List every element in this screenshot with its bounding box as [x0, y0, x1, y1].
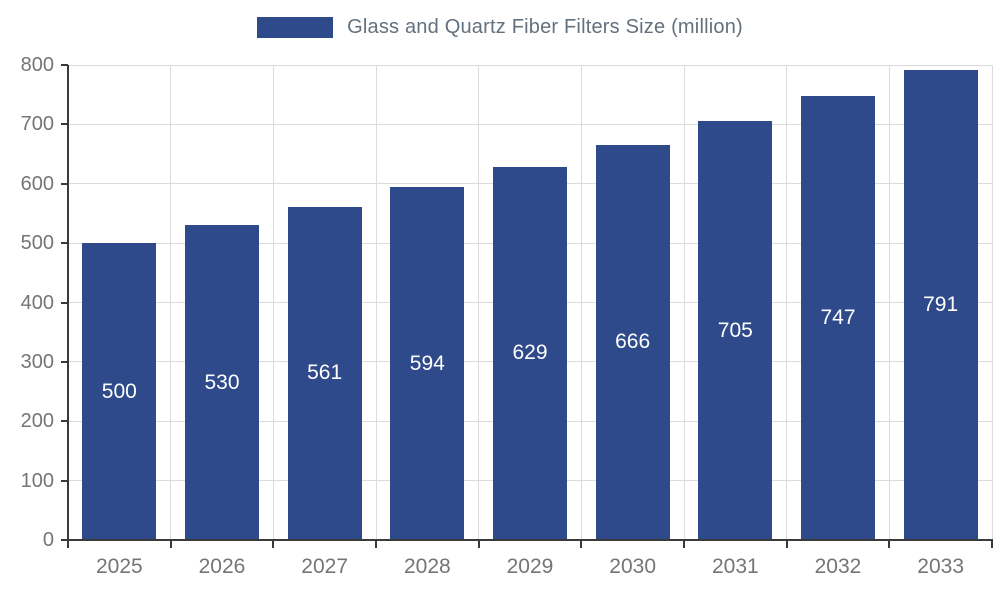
legend-label[interactable]: Glass and Quartz Fiber Filters Size (mil…: [347, 16, 743, 38]
y-tick-mark: [61, 539, 68, 541]
y-tick-mark: [61, 242, 68, 245]
x-gridline: [375, 65, 377, 540]
x-gridline: [683, 65, 685, 540]
y-tick-mark: [61, 301, 68, 304]
x-tick-label: 2028: [403, 555, 451, 578]
y-tick-label: 400: [20, 291, 54, 314]
bar-value-label: 629: [512, 341, 548, 365]
x-tick-label: 2025: [95, 555, 143, 578]
x-tick-mark: [375, 541, 377, 548]
x-tick-mark: [888, 541, 891, 548]
x-tick-label: 2031: [711, 555, 759, 578]
x-tick-mark: [67, 541, 69, 548]
bar: [185, 225, 259, 540]
bar: [903, 70, 978, 540]
y-tick-label: 0: [42, 529, 54, 551]
x-gridline: [991, 65, 993, 540]
bar-value-label: 561: [307, 361, 343, 385]
x-tick-label: 2026: [198, 555, 246, 578]
bar: [698, 121, 773, 540]
x-axis-line: [68, 539, 993, 541]
x-tick-mark: [477, 541, 480, 548]
x-tick-label: 2029: [506, 555, 554, 578]
bar-value-label: 530: [204, 370, 240, 394]
y-tick-label: 100: [20, 469, 54, 492]
x-gridline: [272, 65, 274, 540]
legend[interactable]: Glass and Quartz Fiber Filters Size (mil…: [0, 16, 1000, 39]
bar: [493, 166, 567, 540]
y-gridline: [68, 123, 992, 125]
y-tick-label: 500: [20, 232, 54, 255]
x-gridline: [786, 65, 788, 540]
bar: [801, 96, 875, 540]
y-tick-mark: [61, 123, 68, 126]
x-gridline: [888, 65, 890, 540]
y-tick-label: 700: [20, 113, 54, 136]
bar: [595, 144, 670, 540]
y-tick-mark: [61, 479, 68, 482]
x-gridline: [170, 65, 172, 540]
y-axis-line: [67, 65, 69, 540]
x-tick-mark: [991, 541, 993, 548]
x-tick-label: 2027: [301, 555, 349, 578]
x-tick-label: 2033: [917, 555, 965, 578]
x-tick-label: 2030: [609, 555, 657, 578]
x-tick-mark: [580, 541, 583, 548]
bar: [390, 187, 465, 540]
bar-value-label: 747: [820, 306, 856, 330]
y-tick-mark: [61, 360, 68, 363]
x-tick-mark: [683, 541, 685, 548]
x-gridline: [580, 65, 582, 540]
y-tick-mark: [61, 420, 68, 423]
y-tick-label: 200: [20, 410, 54, 433]
legend-swatch[interactable]: [257, 17, 334, 38]
bar-value-label: 500: [101, 379, 137, 403]
y-tick-label: 600: [20, 172, 54, 195]
y-tick-label: 300: [20, 350, 54, 373]
y-gridline: [68, 64, 992, 66]
y-tick-label: 800: [20, 54, 54, 76]
y-tick-mark: [61, 64, 68, 66]
bar: [82, 243, 157, 540]
bar-value-label: 594: [409, 351, 445, 375]
bar-value-label: 705: [717, 318, 753, 342]
x-tick-mark: [169, 541, 172, 548]
x-tick-mark: [272, 541, 275, 548]
x-tick-label: 2032: [814, 555, 862, 578]
bar: [287, 206, 362, 540]
x-tick-mark: [785, 541, 788, 548]
bar-value-label: 791: [923, 293, 959, 317]
bar-value-label: 666: [615, 330, 651, 354]
y-tick-mark: [61, 182, 68, 185]
x-gridline: [478, 65, 480, 540]
